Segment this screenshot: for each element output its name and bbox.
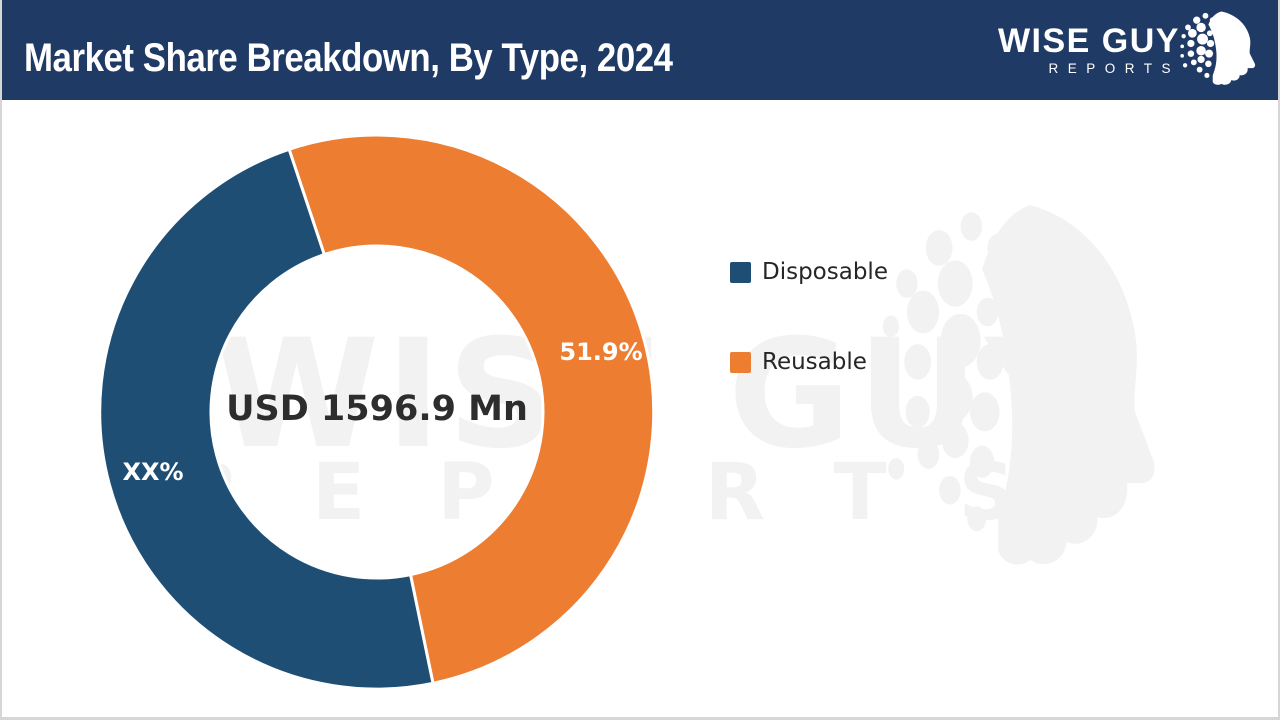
segment-label-disposable: XX% — [122, 458, 184, 487]
page-title: Market Share Breakdown, By Type, 2024 — [24, 36, 673, 80]
legend: Disposable Reusable — [730, 258, 888, 376]
legend-item-reusable: Reusable — [730, 348, 888, 376]
legend-swatch-disposable — [730, 261, 751, 283]
legend-label-reusable: Reusable — [762, 348, 867, 375]
segment-disposable — [98, 147, 435, 691]
segment-reusable — [287, 133, 656, 686]
chart-area: WISE GUY REPORTS USD 1596.9 Mn Disposabl… — [2, 100, 1280, 717]
wise-guy-logo: WISE GUY REPORTS — [998, 8, 1264, 92]
logo-brand-name: WISE GUY — [997, 21, 1180, 60]
legend-swatch-reusable — [730, 351, 751, 373]
segment-label-reusable: 51.9% — [559, 337, 643, 366]
logo-brand-sub: REPORTS — [1048, 61, 1180, 77]
legend-item-disposable: Disposable — [730, 258, 888, 286]
donut-center-value: USD 1596.9 Mn — [226, 389, 528, 429]
logo-text: WISE GUY REPORTS — [997, 21, 1180, 77]
header-bar: Market Share Breakdown, By Type, 2024 WI… — [2, 0, 1278, 100]
logo-face-icon — [1180, 11, 1256, 85]
legend-label-disposable: Disposable — [762, 258, 888, 285]
donut-chart — [98, 133, 656, 691]
